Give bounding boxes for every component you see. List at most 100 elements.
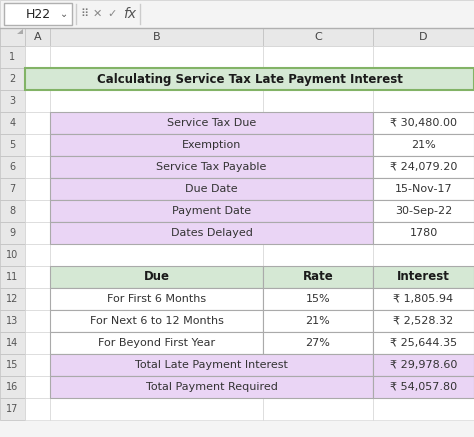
Bar [0,28,474,46]
Text: 6: 6 [9,162,16,172]
Text: ₹ 54,057.80: ₹ 54,057.80 [390,382,457,392]
Bar [25,354,50,376]
Bar [0,310,25,332]
Bar [0,200,25,222]
Bar [50,178,263,200]
Text: 13: 13 [6,316,18,326]
Text: H22: H22 [26,7,51,21]
Text: 15-Nov-17: 15-Nov-17 [395,184,452,194]
Bar [263,90,373,112]
Bar [25,244,50,266]
Text: fx: fx [123,7,137,21]
Text: 12: 12 [6,294,18,304]
Bar [50,134,263,156]
Bar [373,200,474,222]
Bar [373,90,474,112]
Bar [373,310,474,332]
Bar [25,222,50,244]
Bar [263,266,373,288]
Text: 15: 15 [6,360,18,370]
Text: 15%: 15% [306,294,330,304]
Text: ₹ 2,528.32: ₹ 2,528.32 [393,316,454,326]
Bar [373,332,474,354]
Bar [373,376,474,398]
Bar [0,398,25,420]
Bar [50,288,263,310]
Bar [25,266,50,288]
Text: Service Tax Due: Service Tax Due [167,118,256,128]
Bar [50,376,263,398]
Bar [263,68,373,90]
Bar [263,112,373,134]
Text: Total Payment Required: Total Payment Required [146,382,277,392]
Text: 1: 1 [9,52,16,62]
Text: D: D [419,32,428,42]
Bar [373,332,474,354]
Bar [263,332,373,354]
Bar [50,266,263,288]
Text: Total Late Payment Interest: Total Late Payment Interest [135,360,288,370]
Bar [263,376,373,398]
Text: ✕: ✕ [92,9,102,19]
Bar [25,68,50,90]
Bar [373,244,474,266]
Bar [373,178,474,200]
Bar [373,156,474,178]
Bar [373,354,474,376]
Bar [0,376,25,398]
Bar [50,68,263,90]
Bar [0,288,25,310]
Text: For Next 6 to 12 Months: For Next 6 to 12 Months [90,316,223,326]
Text: Payment Date: Payment Date [172,206,251,216]
Bar [50,134,373,156]
Bar [263,288,373,310]
Bar [50,332,263,354]
Bar [373,28,474,46]
Bar [0,332,25,354]
Bar [373,68,474,90]
Bar [0,90,25,112]
Bar [263,46,373,68]
Bar [25,90,50,112]
Bar [0,222,25,244]
Text: ₹ 30,480.00: ₹ 30,480.00 [390,118,457,128]
Bar [0,354,25,376]
Bar [373,398,474,420]
Bar [25,156,50,178]
Text: 27%: 27% [306,338,330,348]
Bar [373,310,474,332]
Text: Due Date: Due Date [185,184,238,194]
Bar [373,288,474,310]
Bar [0,134,25,156]
Text: A: A [34,32,41,42]
Bar [50,178,373,200]
Bar [0,178,25,200]
Text: 5: 5 [9,140,16,150]
Bar [25,332,50,354]
Bar [373,134,474,156]
Bar [0,46,25,68]
Text: 10: 10 [6,250,18,260]
Text: ₹ 24,079.20: ₹ 24,079.20 [390,162,457,172]
Bar [263,200,373,222]
Bar [0,0,474,28]
Bar [50,46,263,68]
Text: 17: 17 [6,404,18,414]
Bar [263,28,373,46]
Bar [373,46,474,68]
Bar [50,376,373,398]
Text: ⠿: ⠿ [80,9,88,19]
Bar [373,134,474,156]
Bar [373,200,474,222]
Bar [50,332,263,354]
Text: 8: 8 [9,206,16,216]
Text: ✓: ✓ [107,9,117,19]
Bar [263,156,373,178]
Bar [0,156,25,178]
Text: C: C [314,32,322,42]
Bar [50,90,263,112]
Text: Dates Delayed: Dates Delayed [171,228,253,238]
Bar [25,178,50,200]
Text: 11: 11 [6,272,18,282]
Bar [0,28,25,46]
